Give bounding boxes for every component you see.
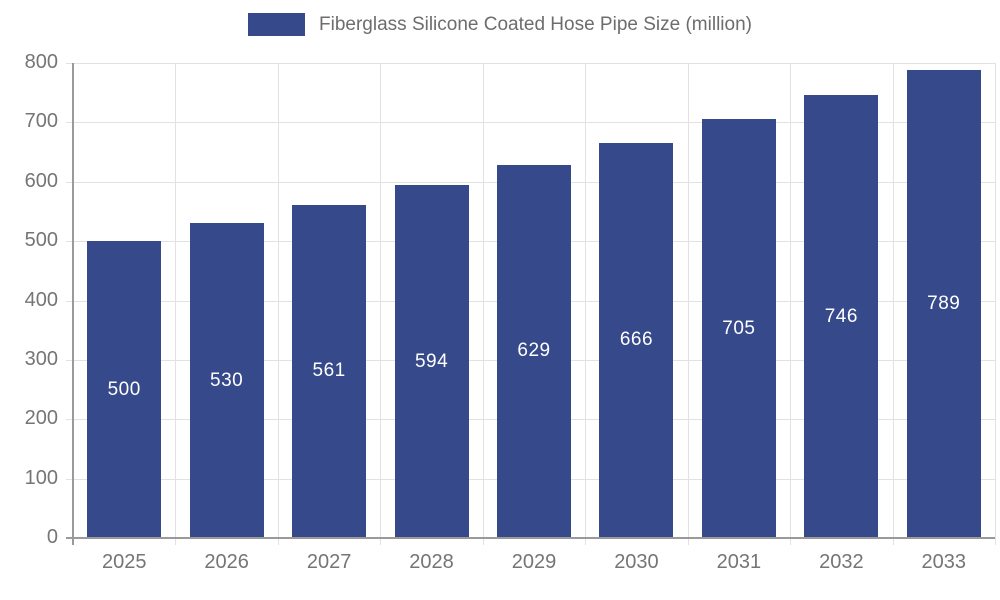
- x-gridline: [175, 63, 177, 545]
- y-tick-label: 100: [24, 466, 58, 489]
- legend-swatch: [248, 13, 306, 36]
- x-gridline: [585, 63, 587, 545]
- x-tick-label: 2026: [204, 551, 249, 573]
- x-gridline: [790, 63, 792, 545]
- plot-area: 500 530 561 594 629 666 705 746 789: [66, 63, 996, 545]
- x-tick-label: 2030: [614, 551, 659, 573]
- y-tick-label: 300: [24, 347, 58, 370]
- x-gridline: [482, 63, 484, 545]
- y-gridline: [66, 122, 995, 124]
- x-axis-line: [66, 537, 995, 539]
- x-gridline: [995, 63, 996, 545]
- bar-value-label: 705: [722, 317, 756, 339]
- legend: Fiberglass Silicone Coated Hose Pipe Siz…: [0, 13, 1000, 36]
- x-gridline: [277, 63, 279, 545]
- bar: 705: [701, 119, 776, 538]
- y-tick-label: 400: [24, 288, 58, 311]
- bar-value-label: 561: [312, 360, 346, 382]
- bar: 746: [804, 95, 879, 538]
- x-tick-label: 2031: [716, 551, 762, 573]
- bar: 500: [87, 241, 162, 538]
- x-tick-label: 2027: [306, 551, 352, 573]
- x-tick-label: 2025: [101, 551, 147, 573]
- x-axis-labels: 2025 2026 2027 2028 2029 2030 2031 2032 2033: [73, 551, 995, 581]
- y-tick-label: 700: [24, 110, 58, 133]
- bar: 530: [189, 223, 264, 538]
- bar-value-label: 594: [414, 350, 449, 372]
- y-tick-label: 600: [24, 169, 58, 192]
- x-tick-label: 2028: [409, 551, 454, 573]
- bar: 561: [292, 204, 367, 538]
- x-tick-label: 2029: [511, 551, 557, 573]
- x-gridline: [380, 63, 382, 545]
- bar-value-label: 500: [107, 378, 141, 400]
- bar: 629: [497, 164, 571, 538]
- y-tick-label: 500: [24, 229, 58, 252]
- y-axis-line: [72, 63, 74, 545]
- y-tick-label: 0: [46, 526, 58, 549]
- y-tick-label: 200: [24, 407, 58, 430]
- legend-label: Fiberglass Silicone Coated Hose Pipe Siz…: [319, 13, 752, 35]
- bar-value-label: 746: [824, 305, 858, 327]
- y-gridline: [66, 63, 995, 64]
- bar: 789: [906, 69, 981, 538]
- x-gridline: [687, 63, 689, 545]
- bar-value-label: 789: [927, 292, 961, 314]
- bar-value-label: 530: [210, 369, 244, 391]
- bar: 666: [599, 142, 674, 538]
- bar: 594: [394, 185, 469, 538]
- y-axis-labels: 0 100 200 300 400 500 600 700 800: [0, 51, 58, 548]
- x-gridline: [892, 63, 894, 545]
- y-tick-label: 800: [24, 51, 58, 74]
- x-tick-label: 2033: [921, 551, 967, 573]
- x-tick-label: 2032: [819, 551, 864, 573]
- bar-value-label: 629: [517, 340, 551, 362]
- bar-value-label: 666: [619, 329, 654, 351]
